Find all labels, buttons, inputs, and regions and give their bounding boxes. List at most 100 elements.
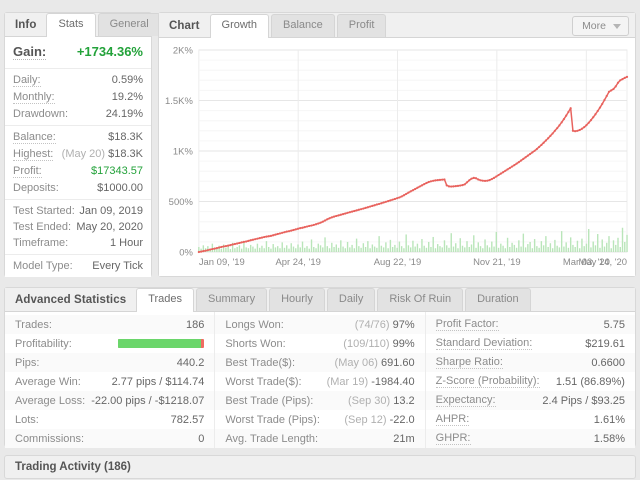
chart-data-point <box>350 210 354 213</box>
chart-volume-bar <box>518 240 520 252</box>
tab-summary[interactable]: Summary <box>196 288 268 311</box>
chart-volume-bar <box>360 247 362 252</box>
chart-volume-bar <box>290 243 292 252</box>
stats-column-1: Trades: 186 Profitability: Pips: 440.2 Averag… <box>5 312 215 448</box>
tab-balance[interactable]: Balance <box>271 14 335 37</box>
info-row-daily: Daily: 0.59% <box>5 72 151 89</box>
chart-volume-bar <box>615 244 617 252</box>
tab-daily[interactable]: Daily <box>326 288 376 311</box>
chart-volume-bar <box>277 246 279 252</box>
tab-profit[interactable]: Profit <box>336 14 387 37</box>
chart-volume-bar <box>317 243 319 252</box>
stat-key: Commissions: <box>15 432 85 445</box>
chart-volume-bar <box>588 229 590 252</box>
chart-volume-bar <box>358 246 360 252</box>
chart-volume-bar <box>340 240 342 252</box>
chart-volume-bar <box>333 246 335 252</box>
chart-x-tick-label: Mar 03, '20 <box>563 257 610 268</box>
chart-data-point <box>447 185 451 188</box>
chart-x-tick-label: Nov 21, '19 <box>473 257 521 268</box>
chart-data-point <box>258 237 261 240</box>
chart-y-tick-label: 0% <box>179 247 193 258</box>
chart-data-point <box>254 238 257 241</box>
stat-value: (74/76) 97% <box>355 319 415 331</box>
chart-data-point <box>603 98 606 102</box>
chart-data-point <box>556 127 559 130</box>
chart-volume-bar <box>466 241 468 252</box>
info-group-model: Model Type: Every Tick <box>5 255 151 277</box>
tab-hourly[interactable]: Hourly <box>269 288 325 311</box>
chart-data-point <box>384 200 387 203</box>
chart-volume-bar <box>567 247 570 252</box>
chart-data-point <box>463 183 466 186</box>
stat-value-prefix: (Sep 30) <box>347 394 394 407</box>
stat-key: Pips: <box>15 356 40 369</box>
info-panel: Info Stats General Gain: +1734.36% Daily… <box>4 12 161 277</box>
info-row-drawdown: Drawdown: 24.19% <box>5 106 151 122</box>
stat-value: 1.61% <box>594 414 625 426</box>
chart-data-point <box>341 213 345 216</box>
chart-volume-bar <box>313 246 315 252</box>
chart-volume-bar <box>549 243 552 252</box>
stat-key: Avg. Trade Length: <box>225 432 319 445</box>
tab-general[interactable]: General <box>97 13 161 36</box>
chart-data-point <box>423 183 426 186</box>
tab-risk-of-ruin[interactable]: Risk Of Ruin <box>377 288 464 311</box>
stat-key: Best Trade (Pips): <box>225 394 314 407</box>
chart-data-point <box>319 221 322 224</box>
info-tabbar: Info Stats General <box>5 13 161 37</box>
chart-tabbar: Chart Growth Balance Profit More <box>159 13 635 38</box>
chart-data-point <box>544 139 547 142</box>
stat-key: Lots: <box>15 413 39 426</box>
chart-volume-bar <box>418 248 421 252</box>
chart-volume-bar <box>592 241 594 252</box>
stat-row: Sharpe Ratio: 0.6600 <box>425 353 635 372</box>
chart-volume-bar <box>430 246 432 252</box>
chart-volume-bar <box>265 241 268 252</box>
info-value-deposits: $1000.00 <box>97 182 143 194</box>
chevron-down-icon <box>613 23 621 29</box>
chart-data-point <box>542 141 545 144</box>
tab-stats[interactable]: Stats <box>46 13 96 37</box>
chart-volume-bar <box>387 248 389 252</box>
stat-value-main: 1.58% <box>593 432 625 445</box>
chart-volume-bar <box>479 246 482 252</box>
tab-trades[interactable]: Trades <box>136 288 195 312</box>
tab-balance-label: Balance <box>283 19 323 31</box>
info-key-test-ended: Test Ended: <box>13 221 72 233</box>
chart-volume-bar <box>261 245 263 252</box>
chart-data-point <box>459 184 462 187</box>
stat-row: AHPR: 1.61% <box>426 410 635 429</box>
chart-volume-bar <box>367 241 369 252</box>
chart-data-point <box>199 250 203 253</box>
stat-value: -22.00 pips / -$1218.07 <box>91 395 204 407</box>
chart-volume-bar <box>601 239 603 252</box>
trading-activity-panel[interactable]: Trading Activity (186) <box>4 455 636 479</box>
tab-duration[interactable]: Duration <box>465 288 531 311</box>
chart-data-point <box>283 231 286 234</box>
chart-panel-title: Chart <box>169 20 200 32</box>
chart-data-point <box>378 202 381 206</box>
chart-data-point <box>285 230 288 233</box>
stat-row: Worst Trade (Pips): (Sep 12) -22.0 <box>215 410 424 429</box>
chart-data-point <box>547 137 550 140</box>
more-button[interactable]: More <box>572 16 629 36</box>
chart-data-point <box>222 245 225 248</box>
chart-data-point <box>326 218 329 221</box>
stat-value-main: 440.2 <box>176 356 205 369</box>
stat-value-main: 2.4 Pips / $93.25 <box>542 394 625 407</box>
chart-volume-bar <box>594 245 597 252</box>
tab-growth[interactable]: Growth <box>209 14 269 38</box>
stats-panel-title: Advanced Statistics <box>15 294 127 306</box>
chart-volume-bar <box>216 248 218 252</box>
chart-volume-bar <box>378 236 380 252</box>
info-row-balance: Balance: $18.3K <box>5 129 151 146</box>
stat-value: 1.51 (86.89%) <box>556 376 625 388</box>
chart-volume-bar <box>322 247 324 252</box>
chart-volume-bar <box>416 243 419 252</box>
chart-data-point <box>553 129 556 132</box>
chart-data-point <box>373 204 376 207</box>
chart-data-point <box>220 245 223 249</box>
info-key-model-type: Model Type: <box>13 260 73 272</box>
chart-data-point <box>321 220 324 223</box>
